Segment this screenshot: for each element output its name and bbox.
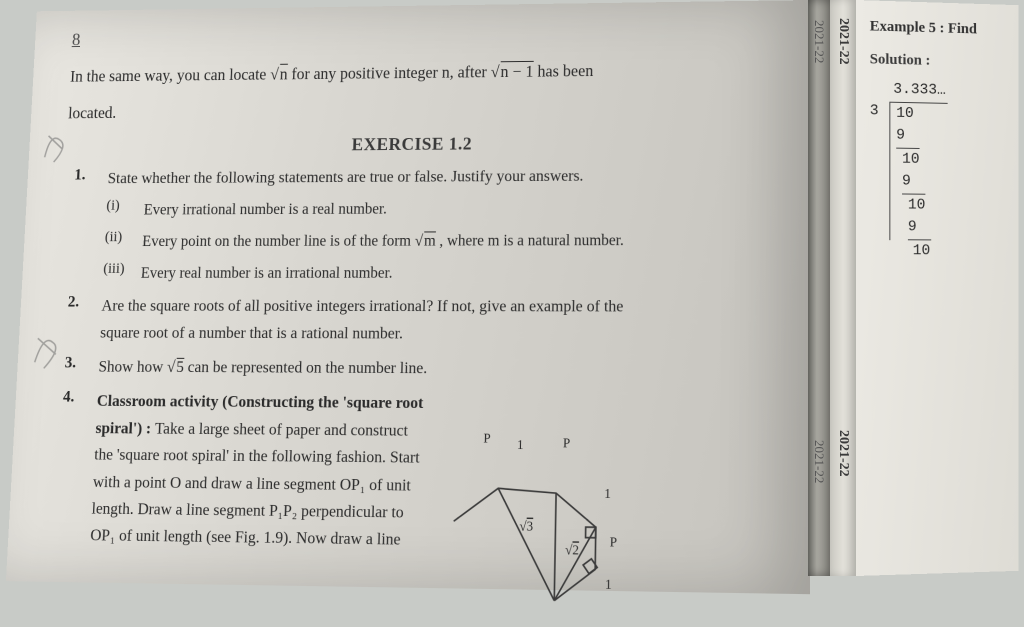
q2-number: 2.	[67, 294, 79, 312]
square-root-spiral-diagram: P 1 P 1 P 1 √2 √3	[423, 421, 647, 623]
ld-row-2: 10	[889, 148, 1011, 172]
pencil-scribble-icon	[40, 128, 74, 167]
quotient: 3.333…	[889, 79, 947, 104]
book-spine-outer: 2021-22 2021-22	[830, 0, 856, 576]
spine-year-a: 2021-22	[811, 20, 827, 63]
label-sqrt2: √2	[565, 542, 579, 557]
q3-number: 3.	[64, 354, 76, 372]
book-spine-inner: 2021-22 2021-22	[808, 0, 830, 576]
example-5-heading: Example 5 : Find	[870, 18, 1011, 39]
ld-row-6: 10	[889, 240, 1011, 263]
q1-part-iii: (iii) Every real number is an irrational…	[103, 260, 770, 286]
intro-text-2: for any positive integer n, after	[291, 62, 491, 83]
spine2-year-b: 2021-22	[835, 430, 851, 477]
ld-row-5: 9	[889, 216, 1011, 240]
sqrt-m: √m	[415, 232, 436, 249]
exercise-heading: EXERCISE 1.2	[66, 131, 770, 157]
q4-line-1: Classroom activity (Constructing the 'sq…	[96, 389, 528, 419]
label-P2: P	[563, 436, 570, 451]
intro-paragraph: In the same way, you can locate √n for a…	[69, 55, 770, 90]
solution-label: Solution :	[870, 51, 1011, 71]
q4-number: 4.	[63, 389, 75, 407]
label-1a: 1	[517, 437, 524, 452]
label-sqrt3: √3	[519, 519, 533, 534]
question-3: 3. Show how √5 can be represented on the…	[54, 354, 769, 384]
question-2: 2. Are the square roots of all positive …	[56, 294, 769, 349]
ld-row-1: 9	[889, 125, 1011, 150]
long-division: 3 3.333… 10 9 10 9 10 9 10	[870, 78, 1011, 262]
textbook-right-page: Example 5 : Find Solution : 3 3.333… 10 …	[856, 0, 1018, 576]
ld-row-3: 9	[889, 170, 1011, 195]
label-1c: 1	[605, 577, 612, 592]
label-P: P	[483, 431, 490, 446]
q1-part-i: (i) Every irrational number is a real nu…	[106, 195, 770, 223]
spine-year-b: 2021-22	[811, 440, 827, 483]
sqrt-n: √n	[270, 65, 288, 84]
intro-text-1: In the same way, you can locate	[70, 65, 271, 86]
q2-text-b: square root of a number that is a ration…	[100, 320, 770, 349]
q1-text: State whether the following statements a…	[107, 163, 770, 193]
q1-i-text: Every irrational number is a real number…	[143, 195, 770, 223]
divisor: 3	[870, 100, 879, 123]
q1-iii-text: Every real number is an irrational numbe…	[140, 260, 769, 286]
q1-ii-num: (ii)	[104, 229, 122, 246]
q1-ii-text: Every point on the number line is of the…	[142, 228, 770, 255]
sqrt-n-minus-1: √n − 1	[491, 62, 534, 81]
intro-line-2: located.	[68, 93, 770, 127]
q1-number: 1.	[74, 167, 86, 185]
q2-text-a: Are the square roots of all positive int…	[101, 294, 770, 322]
page-number: 8	[72, 20, 771, 50]
sqrt-5: √5	[167, 359, 185, 376]
question-1: 1. State whether the following statement…	[59, 163, 770, 286]
q1-iii-num: (iii)	[103, 261, 125, 278]
label-P3: P	[610, 534, 618, 549]
label-1b: 1	[604, 486, 611, 501]
intro-text-3: has been	[537, 61, 593, 80]
q1-part-ii: (ii) Every point on the number line is o…	[104, 228, 770, 255]
textbook-left-page: 8 In the same way, you can locate √n for…	[6, 0, 810, 594]
q1-i-num: (i)	[106, 198, 120, 215]
q3-text: Show how √5 can be represented on the nu…	[98, 354, 769, 384]
ld-row-0: 10	[889, 102, 1011, 127]
ld-row-4: 10	[889, 194, 1011, 217]
spine2-year-a: 2021-22	[835, 18, 851, 65]
